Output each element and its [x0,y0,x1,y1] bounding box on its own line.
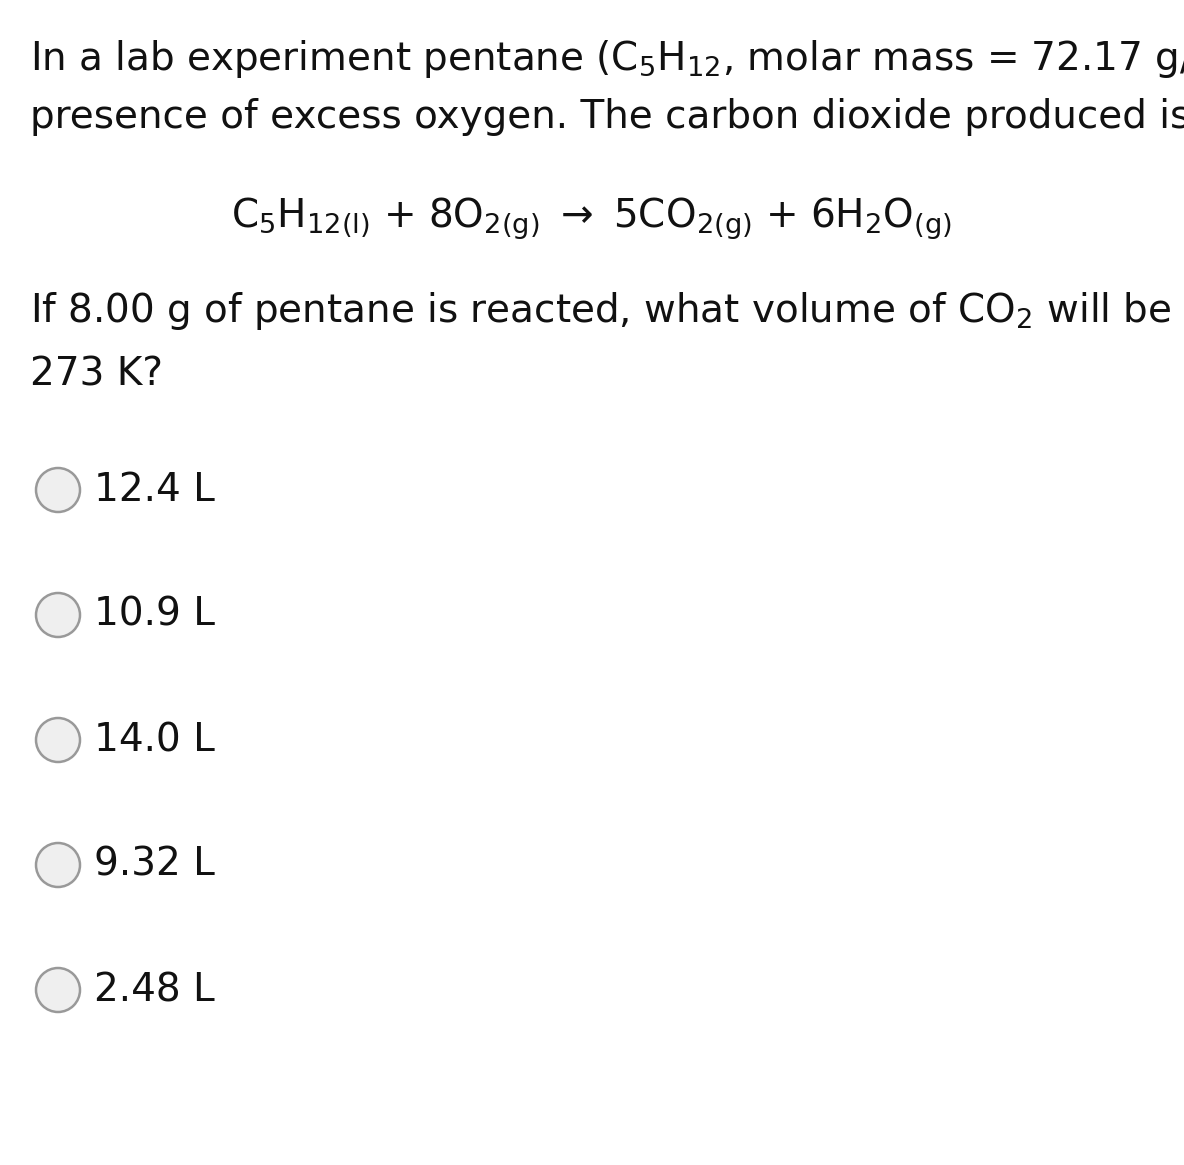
Text: 12.4 L: 12.4 L [94,471,214,509]
Text: $\mathregular{C_5H_{12(l)}}$ + $\mathregular{8O_{2(g)}}$ $\rightarrow$ $\mathreg: $\mathregular{C_5H_{12(l)}}$ + $\mathreg… [231,195,953,241]
Circle shape [36,468,81,511]
Text: In a lab experiment pentane ($\mathregular{C_5H_{12}}$, molar mass = 72.17 g/mol: In a lab experiment pentane ($\mathregul… [30,38,1184,80]
Text: 273 K?: 273 K? [30,355,163,393]
Text: If 8.00 g of pentane is reacted, what volume of $\mathregular{CO_2}$ will be col: If 8.00 g of pentane is reacted, what vo… [30,290,1184,332]
Text: 2.48 L: 2.48 L [94,970,214,1009]
Circle shape [36,593,81,637]
Circle shape [36,843,81,887]
Text: 9.32 L: 9.32 L [94,846,214,884]
Circle shape [36,718,81,762]
Text: 10.9 L: 10.9 L [94,596,215,634]
Text: presence of excess oxygen. The carbon dioxide produced is purified and collected: presence of excess oxygen. The carbon di… [30,98,1184,136]
Circle shape [36,968,81,1012]
Text: 14.0 L: 14.0 L [94,721,214,760]
